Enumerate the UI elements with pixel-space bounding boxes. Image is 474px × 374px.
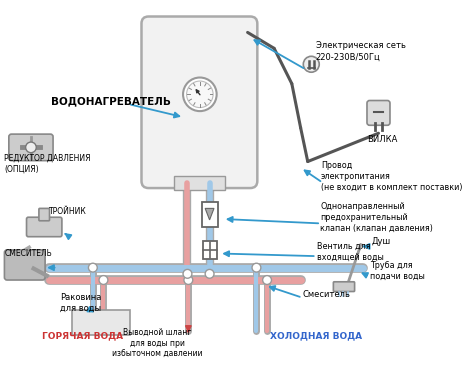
Circle shape (187, 81, 213, 108)
Circle shape (184, 276, 193, 285)
FancyBboxPatch shape (202, 241, 217, 259)
FancyBboxPatch shape (72, 310, 130, 335)
Text: ТРОЙНИК: ТРОЙНИК (49, 208, 86, 217)
FancyBboxPatch shape (174, 176, 225, 190)
Polygon shape (205, 208, 214, 220)
FancyBboxPatch shape (9, 134, 53, 161)
FancyBboxPatch shape (39, 208, 49, 221)
Text: Электрическая сеть
220-230В/50Гц: Электрическая сеть 220-230В/50Гц (316, 41, 406, 61)
Circle shape (303, 56, 319, 72)
FancyBboxPatch shape (4, 250, 45, 280)
Text: ГОРЯЧАЯ ВОДА: ГОРЯЧАЯ ВОДА (43, 331, 124, 340)
Text: Однонаправленный
предохранительный
клапан (клапан давления): Однонаправленный предохранительный клапа… (320, 202, 433, 233)
FancyBboxPatch shape (333, 282, 355, 291)
Text: ВИЛКА: ВИЛКА (367, 135, 397, 144)
Text: Смеситель: Смеситель (302, 290, 350, 299)
Circle shape (183, 269, 192, 278)
Text: СМЕСИТЕЛЬ: СМЕСИТЕЛЬ (4, 249, 52, 258)
Text: Душ: Душ (372, 237, 391, 246)
FancyBboxPatch shape (27, 217, 62, 237)
FancyBboxPatch shape (201, 202, 218, 227)
Text: Выводной шланг
для воды при
избыточном давлении: Выводной шланг для воды при избыточном д… (112, 328, 203, 359)
Text: Труба для
подачи воды: Труба для подачи воды (370, 261, 425, 281)
Circle shape (99, 276, 108, 285)
Circle shape (205, 269, 214, 278)
Text: Вентиль для
входящей воды: Вентиль для входящей воды (317, 242, 383, 262)
Text: РЕДУКТОР ДАВЛЕНИЯ
(ОПЦИЯ): РЕДУКТОР ДАВЛЕНИЯ (ОПЦИЯ) (4, 153, 91, 173)
Circle shape (89, 263, 97, 272)
Text: Провод
электропитания
(не входит в комплект поставки): Провод электропитания (не входит в компл… (321, 161, 463, 192)
FancyBboxPatch shape (141, 16, 257, 188)
Text: ХОЛОДНАЯ ВОДА: ХОЛОДНАЯ ВОДА (270, 331, 362, 340)
Text: Раковина
для воды: Раковина для воды (60, 293, 101, 313)
Circle shape (252, 263, 261, 272)
Text: ВОДОНАГРЕВАТЕЛЬ: ВОДОНАГРЕВАТЕЛЬ (51, 96, 171, 106)
FancyBboxPatch shape (367, 101, 390, 125)
Circle shape (26, 142, 36, 153)
Circle shape (263, 276, 272, 285)
Circle shape (183, 77, 217, 111)
